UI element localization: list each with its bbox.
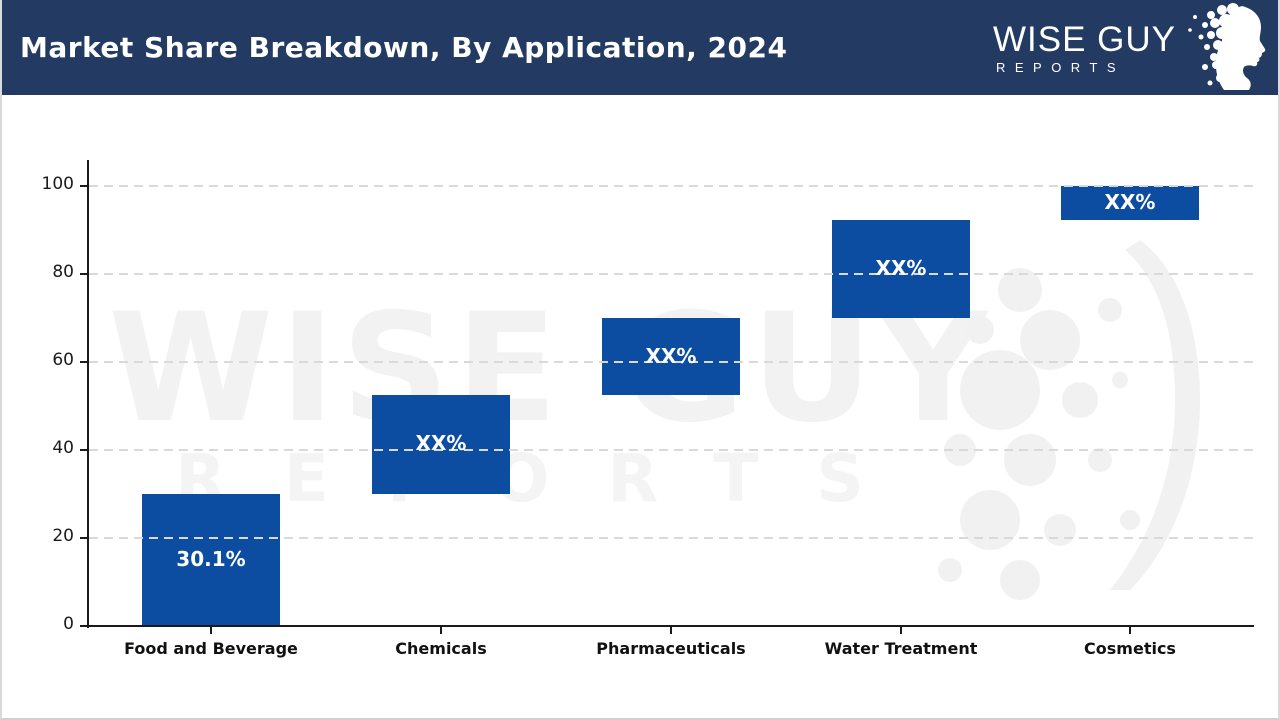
bar-value-label-chemicals: XX%: [415, 431, 467, 456]
logo-wordmark: WISE GUY: [992, 19, 1176, 59]
x-category-label-pharmaceuticals: Pharmaceuticals: [596, 639, 746, 658]
bar-water-treatment: [832, 219, 970, 319]
gridline-100: [89, 185, 1254, 187]
x-category-label-water-treatment: Water Treatment: [824, 639, 978, 658]
y-tick-label-60: 60: [52, 350, 74, 370]
bar-value-label-water-treatment: XX%: [875, 256, 927, 281]
bar-chemicals: [372, 394, 510, 494]
x-tick-water-treatment: [900, 627, 902, 634]
y-tick-100: [80, 185, 87, 187]
x-tick-pharmaceuticals: [670, 627, 672, 634]
bar-pharmaceuticals: [602, 318, 740, 395]
page-title: Market Share Breakdown, By Application, …: [20, 31, 788, 64]
bar-value-label-food-and-beverage: 30.1%: [176, 546, 246, 571]
y-tick-60: [80, 361, 87, 363]
x-axis-line: [87, 625, 1254, 627]
y-tick-40: [80, 449, 87, 451]
bar-value-label-cosmetics: XX%: [1104, 189, 1156, 214]
bar-cosmetics: [1061, 186, 1199, 220]
y-tick-80: [80, 273, 87, 275]
x-tick-cosmetics: [1129, 627, 1131, 634]
y-tick-label-100: 100: [41, 174, 74, 194]
gridline-20: [89, 537, 1254, 539]
bar-food-and-beverage: [142, 493, 280, 626]
y-tick-0: [80, 625, 87, 627]
logo-subtitle: REPORTS: [995, 59, 1126, 75]
y-tick-label-80: 80: [52, 262, 74, 282]
y-tick-label-0: 0: [63, 614, 74, 634]
gridline-60: [89, 361, 1254, 363]
logo-text: WISE GUY REPORTS: [993, 22, 1176, 75]
x-tick-food-and-beverage: [210, 627, 212, 634]
gridline-80: [89, 273, 1254, 275]
header-banner: Market Share Breakdown, By Application, …: [0, 0, 1280, 95]
x-category-label-cosmetics: Cosmetics: [1084, 639, 1176, 658]
x-tick-chemicals: [440, 627, 442, 634]
gridline-40: [89, 449, 1254, 451]
x-category-label-food-and-beverage: Food and Beverage: [124, 639, 298, 658]
logo-face-icon: [1162, 2, 1274, 94]
bar-value-label-pharmaceuticals: XX%: [645, 343, 697, 368]
y-axis-line: [87, 160, 89, 628]
watermark-subtitle: REPORTS: [175, 440, 922, 517]
x-category-label-chemicals: Chemicals: [395, 639, 487, 658]
y-tick-20: [80, 537, 87, 539]
y-tick-label-20: 20: [52, 526, 74, 546]
wise-guy-logo: WISE GUY REPORTS: [993, 2, 1274, 94]
y-tick-label-40: 40: [52, 438, 74, 458]
